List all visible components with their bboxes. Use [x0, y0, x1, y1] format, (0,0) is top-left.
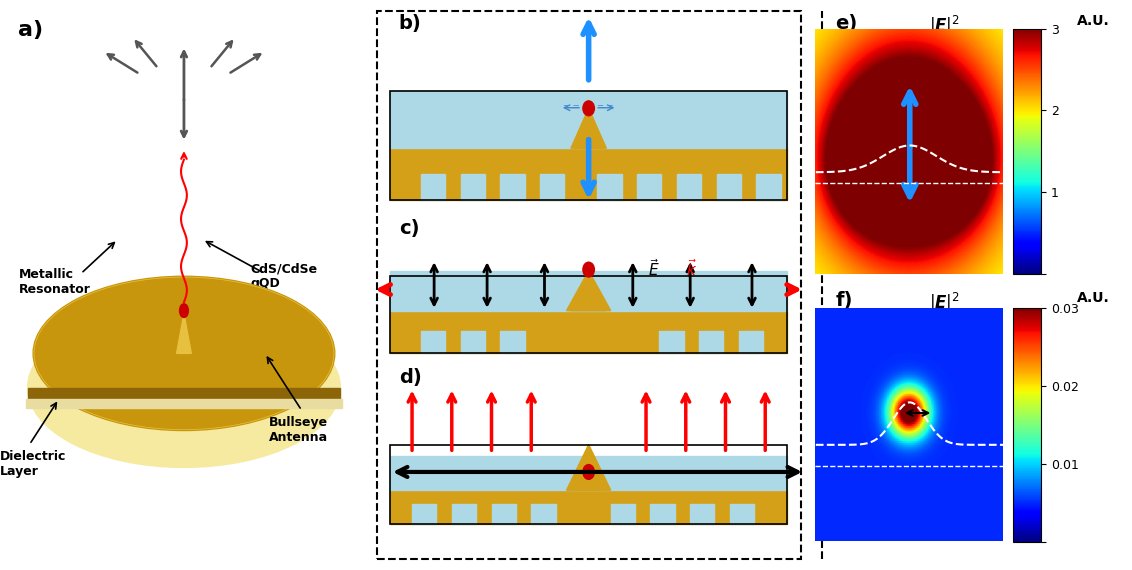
Bar: [389, 456, 788, 490]
Bar: [461, 331, 484, 353]
Bar: [421, 331, 445, 353]
Bar: [461, 174, 484, 200]
Bar: [637, 174, 661, 200]
Bar: [389, 311, 788, 353]
Bar: [611, 504, 635, 524]
Text: e): e): [835, 14, 857, 33]
Bar: [389, 276, 788, 353]
Bar: [717, 174, 741, 200]
Polygon shape: [26, 399, 342, 408]
Bar: [412, 504, 436, 524]
Bar: [389, 445, 788, 524]
Polygon shape: [571, 274, 607, 311]
Polygon shape: [571, 108, 607, 148]
Text: A.U.: A.U.: [1077, 291, 1109, 305]
Circle shape: [180, 304, 188, 317]
Circle shape: [583, 262, 594, 277]
Text: = =: = =: [598, 103, 614, 112]
Ellipse shape: [60, 290, 308, 417]
Text: A.U.: A.U.: [1077, 14, 1109, 28]
Bar: [691, 504, 714, 524]
Text: Dielectric
Layer: Dielectric Layer: [0, 450, 67, 478]
Polygon shape: [567, 445, 611, 490]
Bar: [598, 174, 621, 200]
Ellipse shape: [46, 283, 321, 424]
Circle shape: [583, 101, 594, 116]
Ellipse shape: [114, 318, 254, 389]
Polygon shape: [177, 314, 191, 353]
Ellipse shape: [142, 332, 226, 375]
Bar: [700, 331, 723, 353]
Text: d): d): [398, 368, 421, 386]
Text: a): a): [18, 20, 43, 40]
Bar: [491, 504, 516, 524]
Bar: [389, 91, 788, 200]
Bar: [531, 504, 556, 524]
Polygon shape: [27, 388, 341, 399]
Text: c): c): [398, 219, 419, 238]
Polygon shape: [567, 271, 611, 311]
Bar: [659, 331, 684, 353]
Text: $|\boldsymbol{E}|^2$: $|\boldsymbol{E}|^2$: [929, 14, 960, 38]
Bar: [389, 490, 788, 524]
Bar: [739, 331, 763, 353]
Text: b): b): [398, 14, 421, 33]
Polygon shape: [571, 450, 607, 490]
Text: Metallic
Resonator: Metallic Resonator: [18, 268, 91, 296]
Text: = =: = =: [564, 103, 580, 112]
Bar: [651, 504, 675, 524]
Bar: [389, 271, 788, 311]
Text: CdS/CdSe
gQD: CdS/CdSe gQD: [250, 262, 317, 290]
Text: f): f): [835, 291, 852, 310]
Text: Bullseye
Antenna: Bullseye Antenna: [268, 416, 327, 444]
Ellipse shape: [101, 311, 267, 396]
Polygon shape: [575, 114, 602, 148]
Bar: [756, 174, 781, 200]
Bar: [421, 174, 445, 200]
Bar: [730, 504, 754, 524]
Bar: [500, 331, 524, 353]
Text: $\vec{E}$: $\vec{E}$: [649, 258, 660, 279]
Bar: [389, 91, 788, 148]
Bar: [389, 148, 788, 200]
Bar: [500, 174, 524, 200]
Circle shape: [583, 465, 594, 479]
Ellipse shape: [155, 339, 213, 368]
Text: $\vec{k}$: $\vec{k}$: [686, 258, 697, 279]
Text: $|\boldsymbol{E}|^2$: $|\boldsymbol{E}|^2$: [929, 291, 960, 315]
Bar: [540, 174, 565, 200]
Ellipse shape: [128, 325, 240, 382]
Bar: [452, 504, 477, 524]
Ellipse shape: [33, 276, 335, 430]
Ellipse shape: [87, 304, 281, 402]
Ellipse shape: [27, 308, 341, 467]
Bar: [677, 174, 701, 200]
Ellipse shape: [74, 297, 294, 410]
